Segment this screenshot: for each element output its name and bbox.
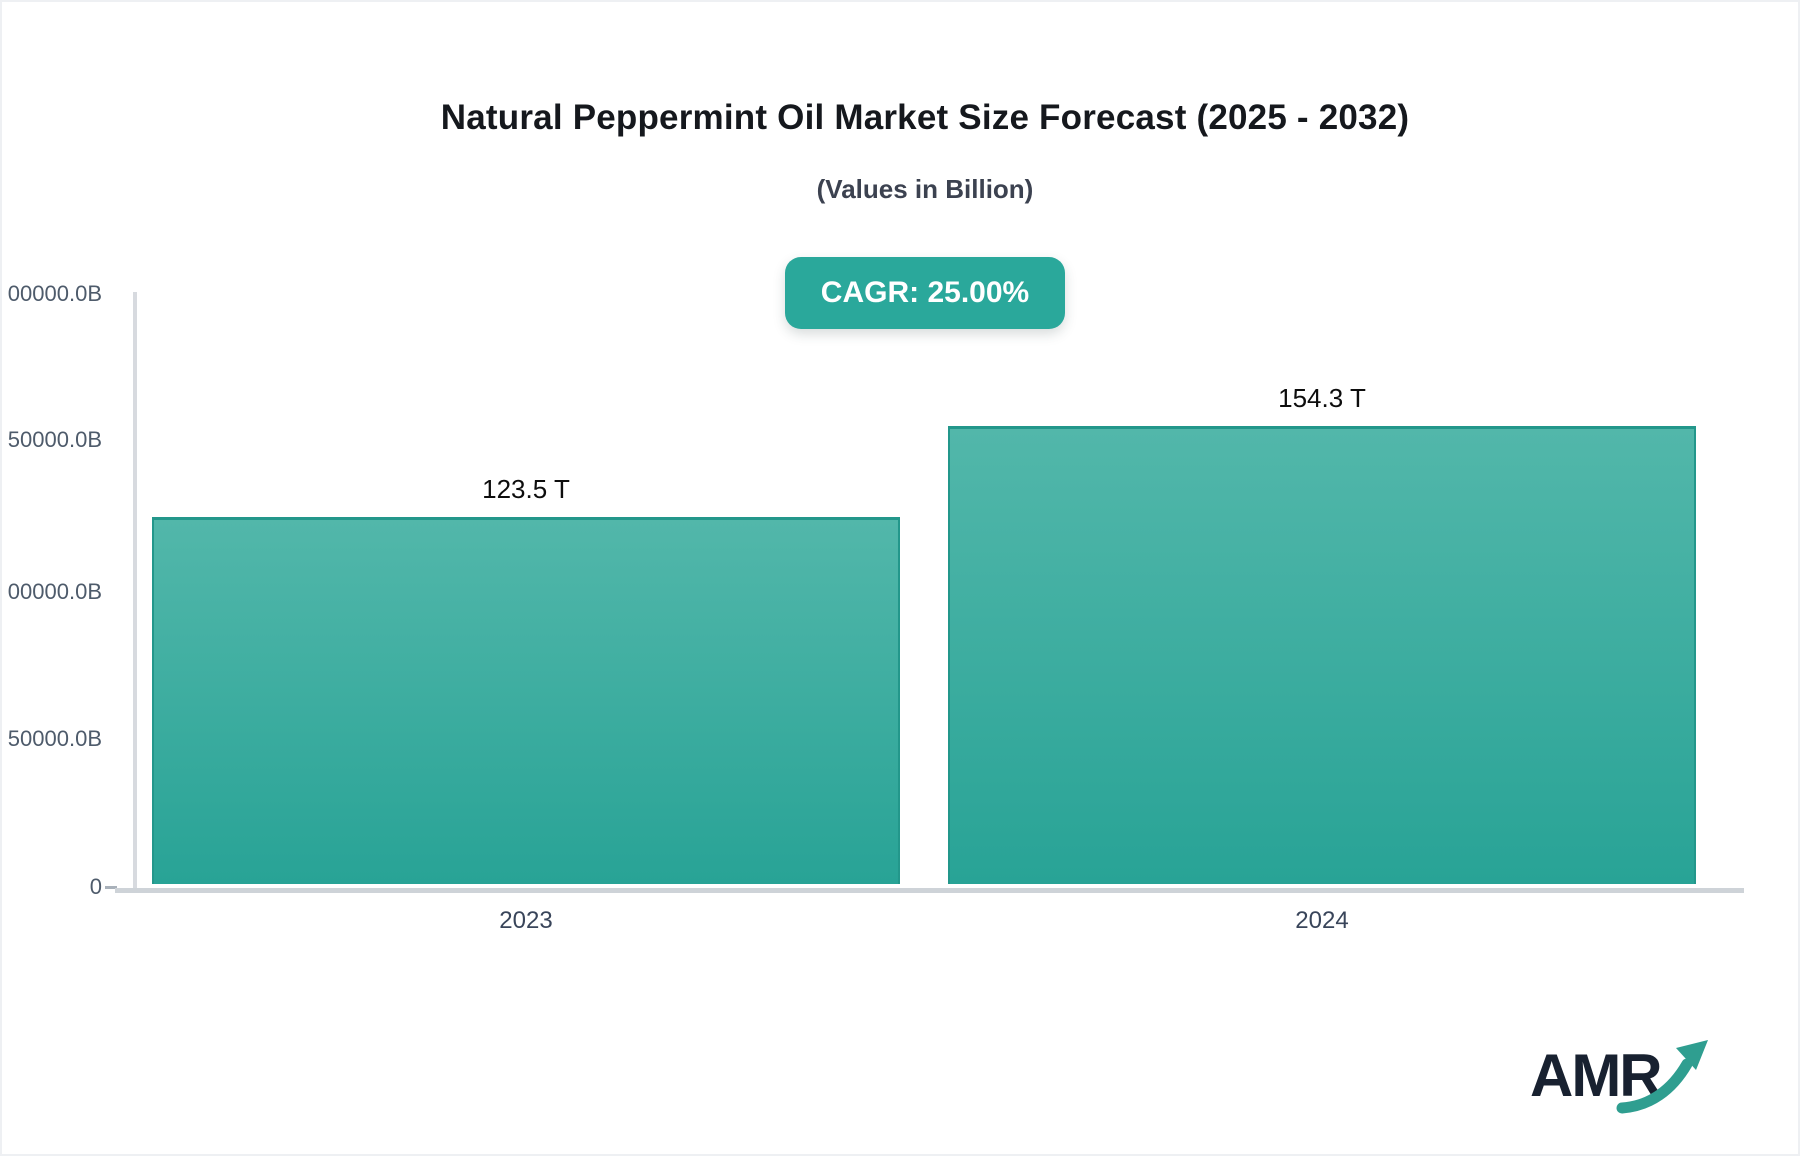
zero-tick-mark: [105, 886, 117, 889]
bar-value-label-2024: 154.3 T: [1278, 383, 1366, 413]
y-axis-line: [133, 292, 137, 888]
y-tick-label-100000: 00000.0B: [7, 579, 102, 604]
amr-logo-text: AMR: [1530, 1042, 1662, 1109]
y-tick-label-zero: 0: [89, 874, 102, 899]
bar-group-2024: 154.3 T: [948, 383, 1696, 884]
cagr-badge-row: CAGR: 25.00%: [52, 257, 1798, 329]
cagr-badge: CAGR: 25.00%: [784, 257, 1066, 329]
amr-logo-arrow-head: [1676, 1040, 1708, 1070]
amr-logo-arrow-swoosh: [1616, 1058, 1693, 1114]
y-tick-label-50000: 50000.0B: [7, 726, 102, 751]
bar-value-label-2023: 123.5 T: [482, 474, 570, 504]
amr-logo: AMR: [1530, 1040, 1708, 1114]
chart-subtitle: (Values in Billion): [816, 174, 1034, 204]
x-axis-line: [115, 888, 1744, 893]
y-tick-label-150000: 50000.0B: [7, 427, 102, 452]
chart-title: Natural Peppermint Oil Market Size Forec…: [440, 98, 1410, 137]
x-tick-label-2023: 2023: [499, 907, 553, 934]
bar-group-2023: 123.5 T: [152, 474, 900, 884]
y-tick-label-200000: 00000.0B: [7, 281, 102, 306]
bar-2024[interactable]: [948, 426, 1696, 884]
x-tick-label-2024: 2024: [1295, 907, 1349, 934]
bar-2023[interactable]: [152, 517, 900, 884]
